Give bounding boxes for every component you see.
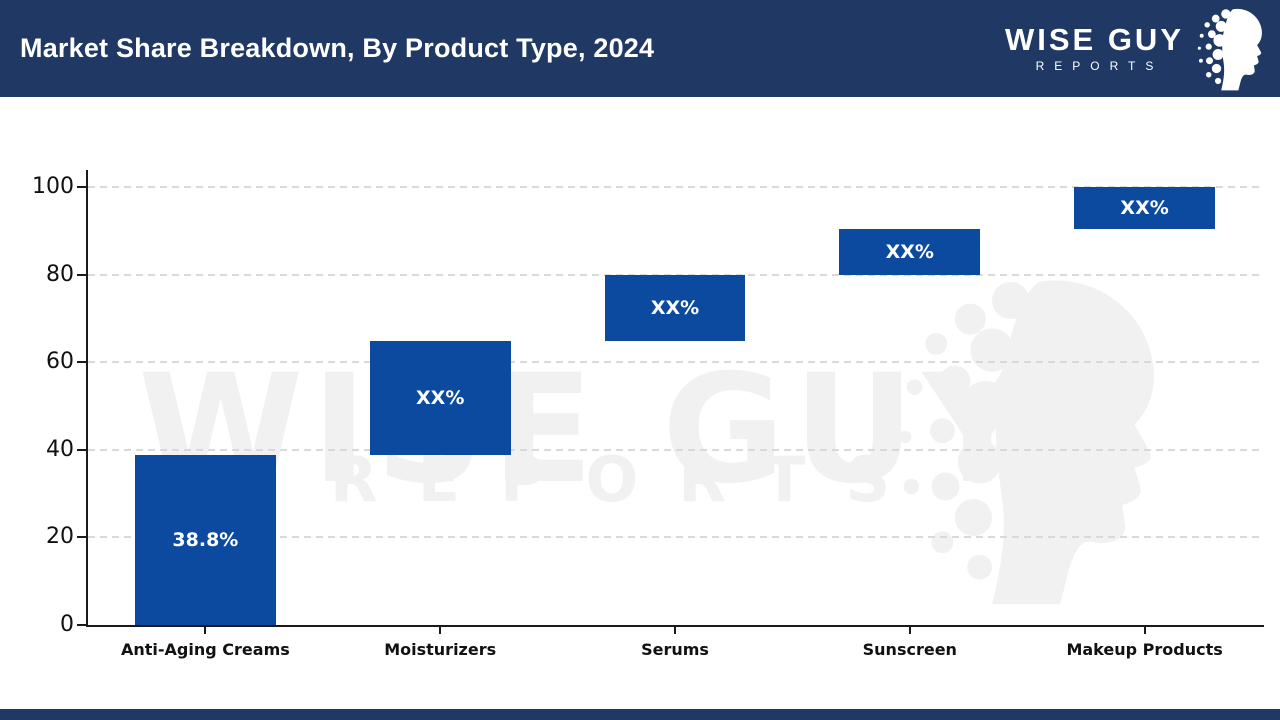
footer-bar: [0, 709, 1280, 720]
bar-serums: XX%: [604, 274, 746, 342]
logo-text: WISE GUY REPORTS: [1005, 24, 1184, 73]
gridline-y20: [88, 536, 1262, 539]
gridline-y40: [88, 448, 1262, 451]
y-axis-tick: [77, 624, 86, 626]
bar-makeup-products: XX%: [1074, 187, 1216, 230]
chart-title: Market Share Breakdown, By Product Type,…: [20, 33, 655, 63]
y-axis-tick-label: 100: [32, 174, 74, 199]
y-axis-tick-label: 60: [46, 349, 74, 375]
bar-sunscreen: XX%: [839, 229, 981, 275]
logo-face-icon: [1197, 8, 1262, 90]
y-axis-tick: [77, 186, 86, 188]
header-bar: Market Share Breakdown, By Product Type,…: [0, 0, 1280, 97]
x-axis-tick: [439, 627, 442, 634]
gridline-y60: [88, 361, 1262, 364]
wise-guy-logo: WISE GUY REPORTS: [1005, 0, 1268, 97]
plot-area: 38.8% XX% XX% XX% XX%: [88, 186, 1262, 625]
y-axis-line: [86, 170, 88, 627]
bar-value-label: XX%: [885, 241, 934, 264]
bar-anti-aging-creams: 38.8%: [134, 455, 276, 625]
x-axis-tick: [204, 627, 207, 634]
y-axis-tick: [77, 361, 86, 364]
gridline-y100: [88, 186, 1262, 188]
x-axis-tick: [908, 627, 911, 634]
bar-value-label: XX%: [650, 296, 700, 319]
x-axis-tick-label: Sunscreen: [862, 640, 957, 659]
logo-wordmark: WISE GUY: [1004, 22, 1184, 58]
bar-value-label: XX%: [1120, 197, 1169, 220]
x-axis-tick-label: Anti-Aging Creams: [121, 640, 290, 659]
x-axis-tick-label: Serums: [641, 640, 709, 659]
x-axis-tick-label: Moisturizers: [384, 640, 497, 659]
x-axis-tick-label: Makeup Products: [1066, 640, 1223, 659]
y-axis-tick: [77, 536, 86, 539]
y-axis-tick: [77, 448, 86, 451]
x-axis-tick: [674, 627, 676, 634]
y-axis-tick-label: 0: [60, 612, 74, 637]
y-axis-tick-label: 80: [46, 261, 74, 287]
y-axis-tick: [77, 273, 86, 276]
chart-region: WISE GUY REPORTS 38.8% XX% XX% XX% XX% 0 20 40…: [0, 97, 1280, 709]
bar-value-label: 38.8%: [172, 529, 239, 552]
bar-moisturizers: XX%: [369, 341, 511, 456]
x-axis-line: [86, 625, 1264, 627]
bar-value-label: XX%: [416, 387, 465, 410]
y-axis-tick-label: 40: [46, 436, 74, 462]
y-axis-tick-label: 20: [46, 524, 74, 550]
logo-subtitle: REPORTS: [1035, 58, 1164, 73]
x-axis-tick: [1143, 627, 1146, 634]
